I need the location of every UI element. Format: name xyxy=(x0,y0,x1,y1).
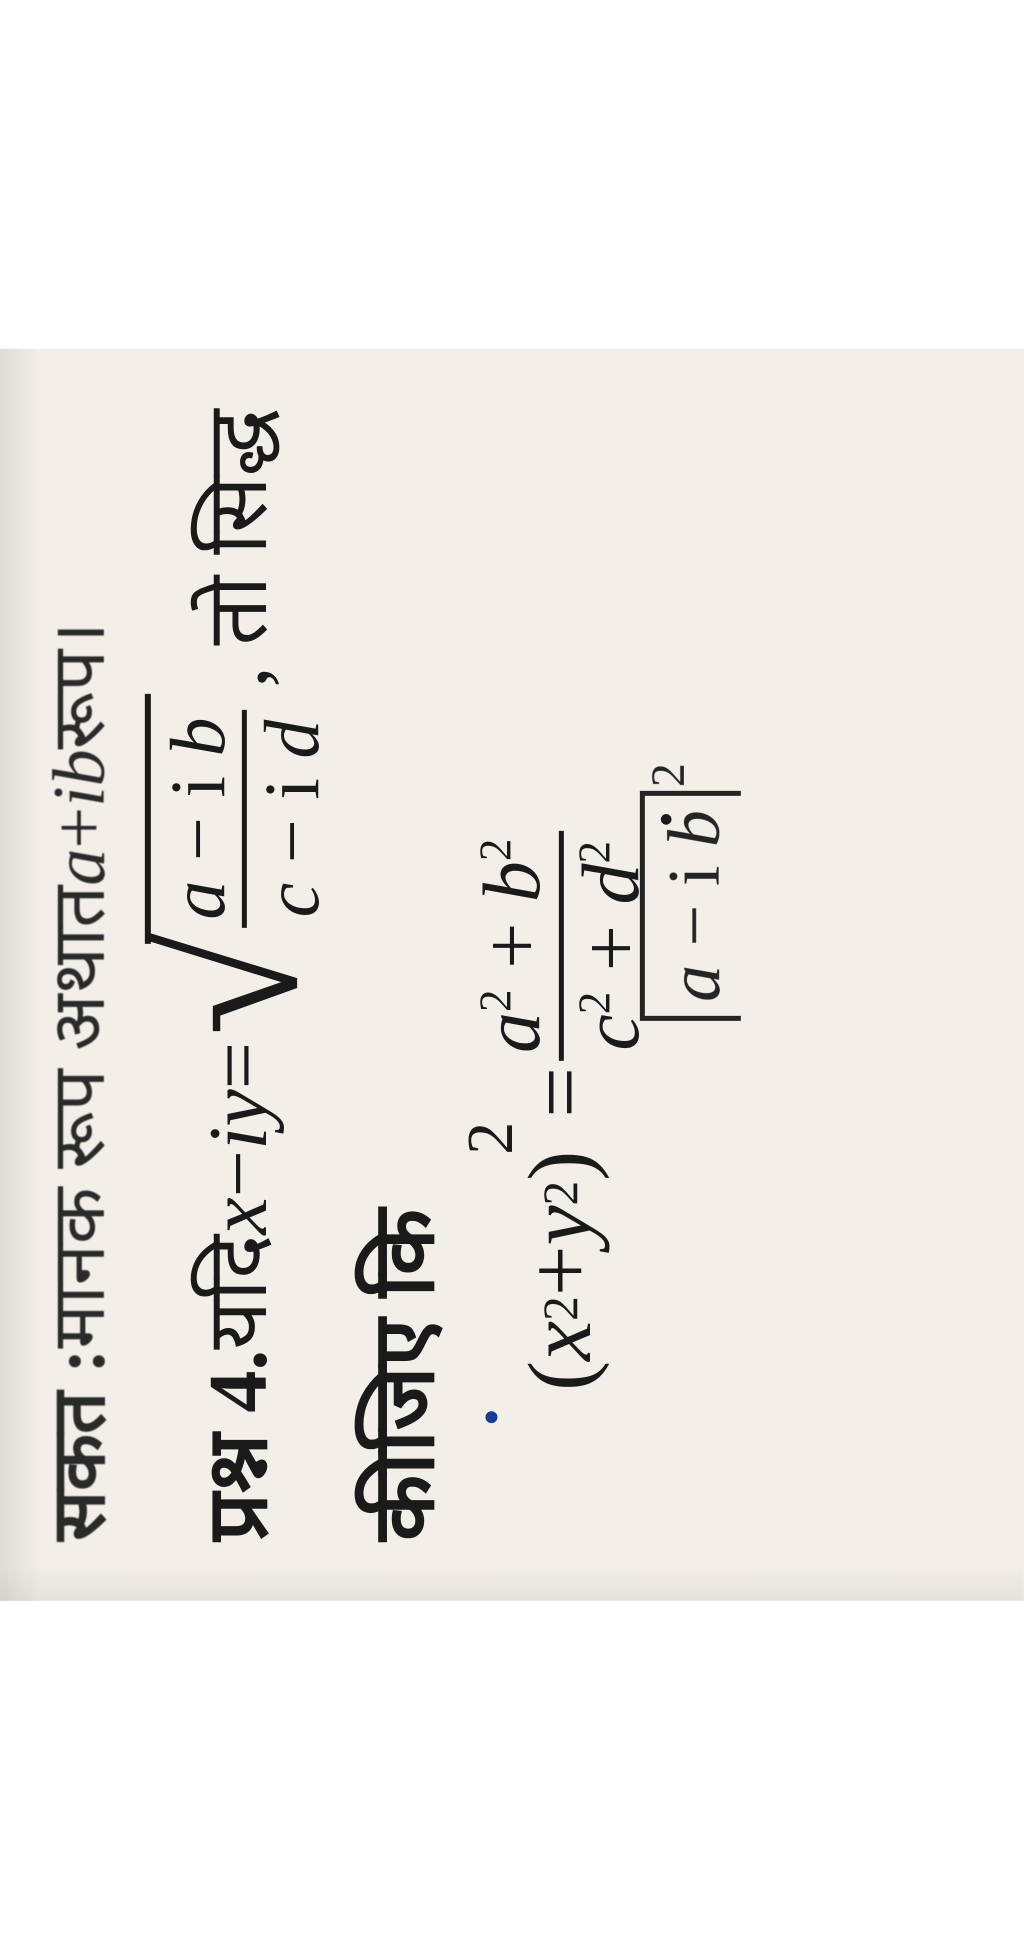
qf-den-c: c xyxy=(248,883,335,918)
question-label: प्रश्न 4. xyxy=(186,1350,291,1541)
q-y: y xyxy=(186,1089,291,1126)
q-minus: − xyxy=(186,1150,291,1197)
ef-nplus: + xyxy=(466,902,557,989)
pen-dot-icon: • xyxy=(464,1409,519,1424)
radicand: a − i b c − i d xyxy=(145,693,334,943)
hint-text-b: रूप। xyxy=(34,622,127,750)
mid-text: कीजिए कि xyxy=(351,1209,459,1541)
tail-line: a − i b 2 xyxy=(640,409,742,1021)
eq-outer-sq: 2 xyxy=(450,1122,533,1155)
radical-icon: √ xyxy=(176,932,290,1036)
eq-fraction: a2 + b2 c2 + d2 xyxy=(469,831,654,1061)
q-x: x xyxy=(186,1197,291,1234)
eq-close: ) xyxy=(505,1151,618,1181)
qf-den-mid: − i xyxy=(248,759,335,883)
hint-ib: ib xyxy=(34,749,127,807)
qf-num-b: b xyxy=(154,717,241,756)
hint-prefix: सकत : xyxy=(34,1349,127,1541)
eq-plus1: + xyxy=(505,1245,618,1296)
qf-num-a: a xyxy=(154,881,241,920)
eq-open: ( xyxy=(505,1361,618,1391)
q-i: i xyxy=(186,1127,291,1150)
eq-y: y xyxy=(505,1205,618,1245)
q-frac-den: c − i d xyxy=(251,712,333,926)
ef-dd2: 2 xyxy=(570,841,620,864)
q-text-b: , तो सिद्ध xyxy=(186,409,291,687)
hint-text-a: मानक रूप अथात xyxy=(34,886,127,1349)
ef-nb2: 2 xyxy=(470,839,520,862)
qf-den-d: d xyxy=(248,720,335,759)
qf-num-mid: − i xyxy=(154,756,241,880)
ef-na: a xyxy=(466,1012,557,1053)
equation-line: ( x 2 + y 2 ) 2 • = a2 + b2 c2 + d2 . xyxy=(469,409,654,1391)
hint-line: सकत : मानक रूप अथात a + ib रूप। xyxy=(34,409,127,1541)
q-frac-num: a − i b xyxy=(157,709,239,927)
q-eq: = xyxy=(186,1042,291,1089)
tail-mid: − i xyxy=(654,847,736,965)
page: सकत : मानक रूप अथात a + ib रूप। प्रश्न 4… xyxy=(0,349,1024,1601)
eq-frac-bar xyxy=(559,831,564,1061)
tail-a: a xyxy=(654,965,736,1002)
eq-equals: = xyxy=(505,1067,618,1118)
eq-frac-num: a2 + b2 xyxy=(469,831,555,1061)
sqrt: √ a − i b c − i d xyxy=(145,693,334,1035)
tail-b: b xyxy=(654,810,736,847)
question-line: प्रश्न 4. यदि x − i y = √ a − i b c − i … xyxy=(145,409,334,1541)
q-fraction: a − i b c − i d xyxy=(157,709,334,927)
q-frac-bar xyxy=(242,709,247,927)
ef-na2: 2 xyxy=(470,989,520,1012)
ef-dc2: 2 xyxy=(570,992,620,1015)
hint-plus: + xyxy=(34,807,127,849)
abs-expr: a − i b xyxy=(640,791,742,1021)
eq-x: x xyxy=(505,1321,618,1361)
q-text-a: यदि xyxy=(186,1235,291,1350)
mid-line: कीजिए कि xyxy=(351,409,459,1541)
hint-a: a xyxy=(34,849,127,886)
ef-nb: b xyxy=(466,861,557,902)
